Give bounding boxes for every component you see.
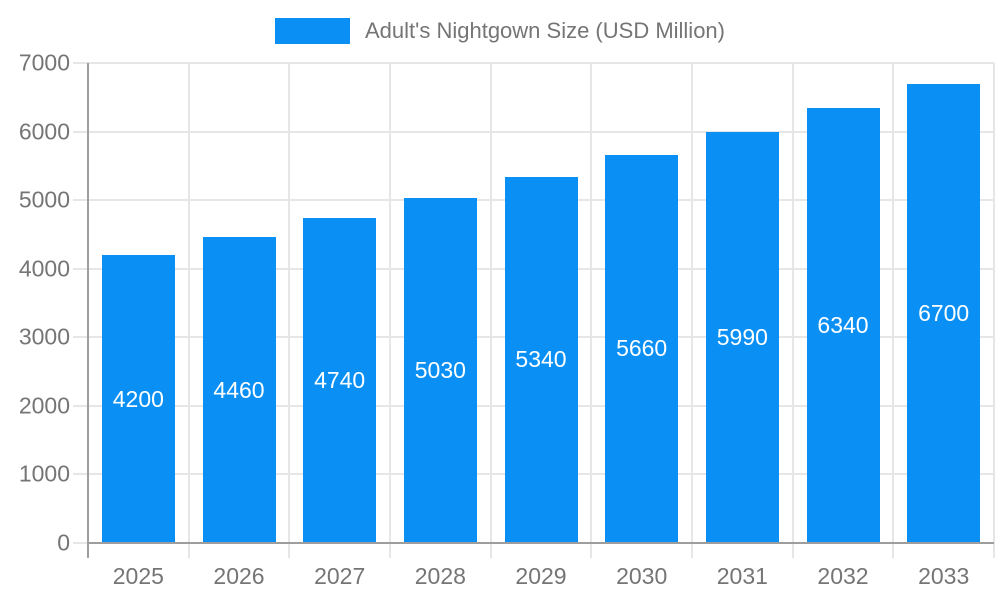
x-tick-label: 2032 <box>817 563 869 589</box>
bar-2030[interactable]: 5660 <box>605 154 679 543</box>
gridline-vertical <box>791 63 794 543</box>
legend-label: Adult's Nightgown Size (USD Million) <box>365 18 725 43</box>
bar-value-label: 4740 <box>314 366 366 393</box>
bar-2027[interactable]: 4740 <box>303 217 377 543</box>
y-tick-label: 1000 <box>18 460 70 487</box>
legend-swatch-icon <box>275 18 350 44</box>
gridline-vertical <box>187 63 190 543</box>
gridline-vertical <box>489 63 492 543</box>
bar-value-label: 4460 <box>213 376 265 403</box>
x-axis-line <box>88 542 994 544</box>
x-axis-tick <box>892 543 895 558</box>
gridline-vertical <box>993 63 995 543</box>
y-tick-label: 3000 <box>18 323 70 350</box>
x-axis-tick <box>288 543 291 558</box>
bar-2033[interactable]: 6700 <box>907 83 981 543</box>
y-axis-tick <box>73 542 88 544</box>
bar-value-label: 5990 <box>716 324 768 351</box>
x-tick-label: 2031 <box>716 563 768 589</box>
gridline-horizontal <box>73 62 994 64</box>
x-tick-label: 2033 <box>918 563 970 589</box>
bar-value-label: 5340 <box>515 346 567 373</box>
bar-value-label: 5660 <box>616 335 668 362</box>
x-tick-label: 2030 <box>616 563 668 589</box>
bar-2029[interactable]: 5340 <box>504 176 578 543</box>
x-tick-label: 2027 <box>314 563 366 589</box>
gridline-vertical <box>389 63 391 543</box>
gridline-vertical <box>590 63 593 543</box>
y-axis-line <box>87 63 89 558</box>
x-axis-tick <box>791 543 794 558</box>
bar-value-label: 6340 <box>817 312 869 339</box>
y-tick-label: 2000 <box>18 392 70 419</box>
y-tick-label: 7000 <box>18 49 70 76</box>
bar-value-label: 5030 <box>414 357 466 384</box>
gridline-vertical <box>892 63 895 543</box>
gridline-vertical <box>288 63 291 543</box>
x-axis-tick <box>489 543 492 558</box>
x-tick-label: 2028 <box>414 563 466 589</box>
y-tick-label: 4000 <box>18 255 70 282</box>
bar-2031[interactable]: 5990 <box>705 132 779 543</box>
gridline-horizontal <box>73 130 994 133</box>
gridline-vertical <box>691 63 693 543</box>
y-tick-label: 5000 <box>18 186 70 213</box>
x-axis-tick <box>691 543 693 558</box>
bar-value-label: 6700 <box>918 299 970 326</box>
x-tick-label: 2029 <box>515 563 567 589</box>
bar-2025[interactable]: 4200 <box>101 255 175 543</box>
bar-value-label: 4200 <box>112 385 164 412</box>
x-axis-tick <box>187 543 190 558</box>
y-tick-label: 6000 <box>18 118 70 145</box>
x-axis-tick <box>590 543 593 558</box>
bar-2032[interactable]: 6340 <box>806 108 880 543</box>
bar-2028[interactable]: 5030 <box>403 198 477 543</box>
x-axis-tick <box>993 543 995 558</box>
bar-2026[interactable]: 4460 <box>202 237 276 543</box>
y-tick-label: 0 <box>57 529 70 556</box>
x-axis-tick <box>389 543 391 558</box>
x-tick-label: 2026 <box>213 563 265 589</box>
x-tick-label: 2025 <box>112 563 164 589</box>
legend-item[interactable]: Adult's Nightgown Size (USD Million) <box>0 18 1000 44</box>
